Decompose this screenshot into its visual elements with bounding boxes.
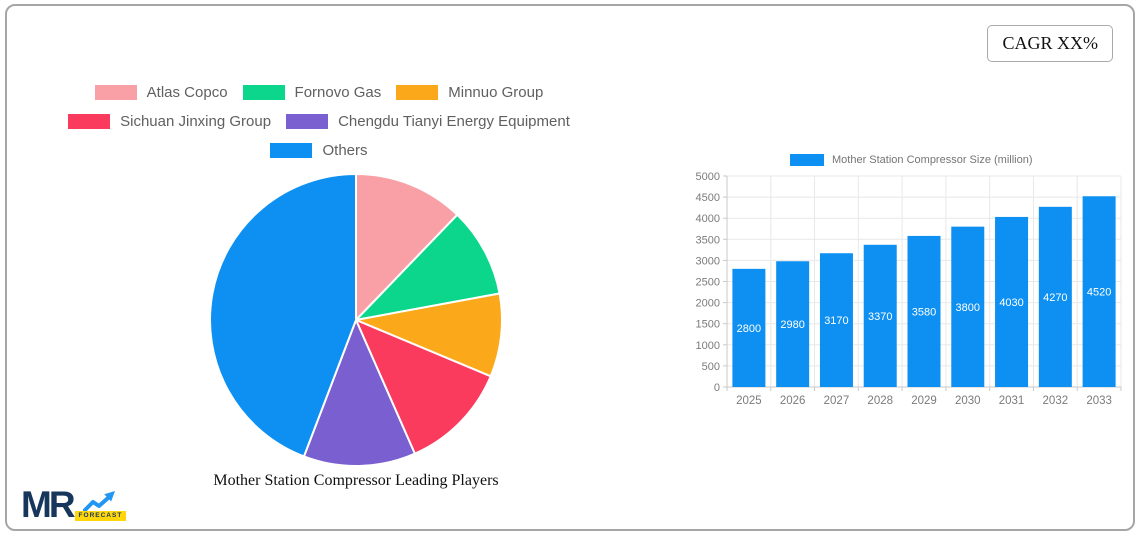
bar-value-label: 3580	[912, 306, 936, 318]
x-tick-label: 2028	[867, 395, 893, 407]
legend-item-atlas-copco: Atlas Copco	[94, 84, 228, 101]
y-tick-label: 0	[714, 382, 720, 394]
pie-legend: Atlas Copco Fornovo Gas Minnuo Group Sichua…	[7, 78, 631, 165]
y-tick-label: 1500	[696, 319, 720, 331]
x-tick-label: 2030	[955, 395, 981, 407]
trend-arrow-icon	[83, 490, 116, 512]
y-tick-label: 4000	[696, 213, 720, 225]
legend-label: Atlas Copco	[146, 84, 228, 101]
logo-mr-text: MR	[21, 483, 76, 525]
bar-value-label: 2980	[780, 319, 804, 331]
bar-legend-label: Mother Station Compressor Size (million)	[832, 154, 1033, 166]
y-tick-label: 3500	[696, 234, 720, 246]
pie-chart	[209, 173, 503, 467]
chart-card: CAGR XX% Atlas Copco Fornovo Gas Minnuo Gr…	[5, 4, 1135, 531]
legend-label: Others	[322, 142, 368, 159]
bar-legend-swatch	[790, 154, 824, 166]
mr-forecast-logo: MR FORECAST	[21, 483, 127, 525]
legend-item-others: Others	[270, 142, 368, 159]
bar-value-label: 2800	[737, 323, 761, 335]
y-tick-label: 1000	[696, 340, 720, 352]
bar-value-label: 4520	[1087, 287, 1111, 299]
legend-row: Others	[7, 136, 631, 165]
bar-2030	[951, 226, 985, 387]
x-tick-label: 2025	[736, 395, 762, 407]
y-tick-label: 500	[702, 361, 720, 373]
others-swatch-icon	[270, 143, 313, 158]
bar-2031	[995, 216, 1029, 387]
bar-2026	[776, 261, 810, 387]
sichuan-jinxing-group-swatch-icon	[68, 114, 111, 129]
pie-slice-atlas-copco	[355, 173, 459, 321]
legend-row: Sichuan Jinxing Group Chengdu Tianyi Ener…	[7, 107, 631, 136]
y-tick-label: 3000	[696, 255, 720, 267]
legend-item-sichuan-jinxing-group: Sichuan Jinxing Group	[68, 113, 271, 130]
bar-chart: Mother Station Compressor Size (million)…	[690, 151, 1140, 421]
pie-slice-others	[209, 173, 357, 458]
legend-item-fornovo-gas: Fornovo Gas	[242, 84, 382, 101]
y-tick-label: 2000	[696, 298, 720, 310]
x-tick-label: 2033	[1086, 395, 1112, 407]
atlas-copco-swatch-icon	[94, 85, 137, 100]
x-tick-label: 2031	[999, 395, 1025, 407]
bar-2027	[819, 253, 853, 387]
pie-slice-fornovo-gas	[355, 213, 501, 321]
legend-label: Fornovo Gas	[294, 84, 382, 101]
cagr-badge: CAGR XX%	[987, 25, 1113, 62]
y-tick-label: 5000	[696, 171, 720, 183]
bar-value-label: 4030	[999, 297, 1023, 309]
bar-2033	[1082, 196, 1116, 387]
x-tick-label: 2032	[1043, 395, 1069, 407]
x-tick-label: 2026	[780, 395, 806, 407]
x-tick-label: 2029	[911, 395, 937, 407]
bar-chart-plot: 0 500 1000 1500 2000 2500 3000 3500 4000 4500 5000…	[696, 171, 1122, 407]
chengdu-tianyi-energy-equipment-swatch-icon	[286, 114, 329, 129]
y-tick-label: 4500	[696, 192, 720, 204]
bar-legend: Mother Station Compressor Size (million)	[790, 154, 1033, 166]
legend-label: Minnuo Group	[448, 84, 544, 101]
bar-2032	[1038, 206, 1072, 387]
legend-label: Chengdu Tianyi Energy Equipment	[338, 113, 570, 130]
legend-label: Sichuan Jinxing Group	[120, 113, 272, 130]
bar-2029	[907, 235, 941, 387]
fornovo-gas-swatch-icon	[242, 85, 285, 100]
pie-slice-minnuo-group	[355, 292, 503, 378]
bar-value-label: 3170	[824, 315, 848, 327]
legend-item-minnuo-group: Minnuo Group	[396, 84, 543, 101]
bar-2025	[732, 268, 766, 387]
pie-title: Mother Station Compressor Leading Player…	[213, 472, 499, 489]
bar-value-label: 3800	[956, 302, 980, 314]
legend-item-chengdu-tianyi-energy-equipment: Chengdu Tianyi Energy Equipment	[286, 113, 570, 130]
minnuo-group-swatch-icon	[396, 85, 439, 100]
bar-value-label: 3370	[868, 311, 892, 323]
logo-forecast-badge: FORECAST	[74, 510, 127, 521]
y-tick-label: 2500	[696, 277, 720, 289]
pie-slice-sichuan-jinxing-group	[355, 319, 492, 455]
x-tick-label: 2027	[824, 395, 850, 407]
legend-row: Atlas Copco Fornovo Gas Minnuo Group	[7, 78, 631, 107]
bar-2028	[863, 244, 897, 387]
pie-slice-chengdu-tianyi-energy-equipment	[302, 319, 416, 467]
bar-value-label: 4270	[1043, 292, 1067, 304]
